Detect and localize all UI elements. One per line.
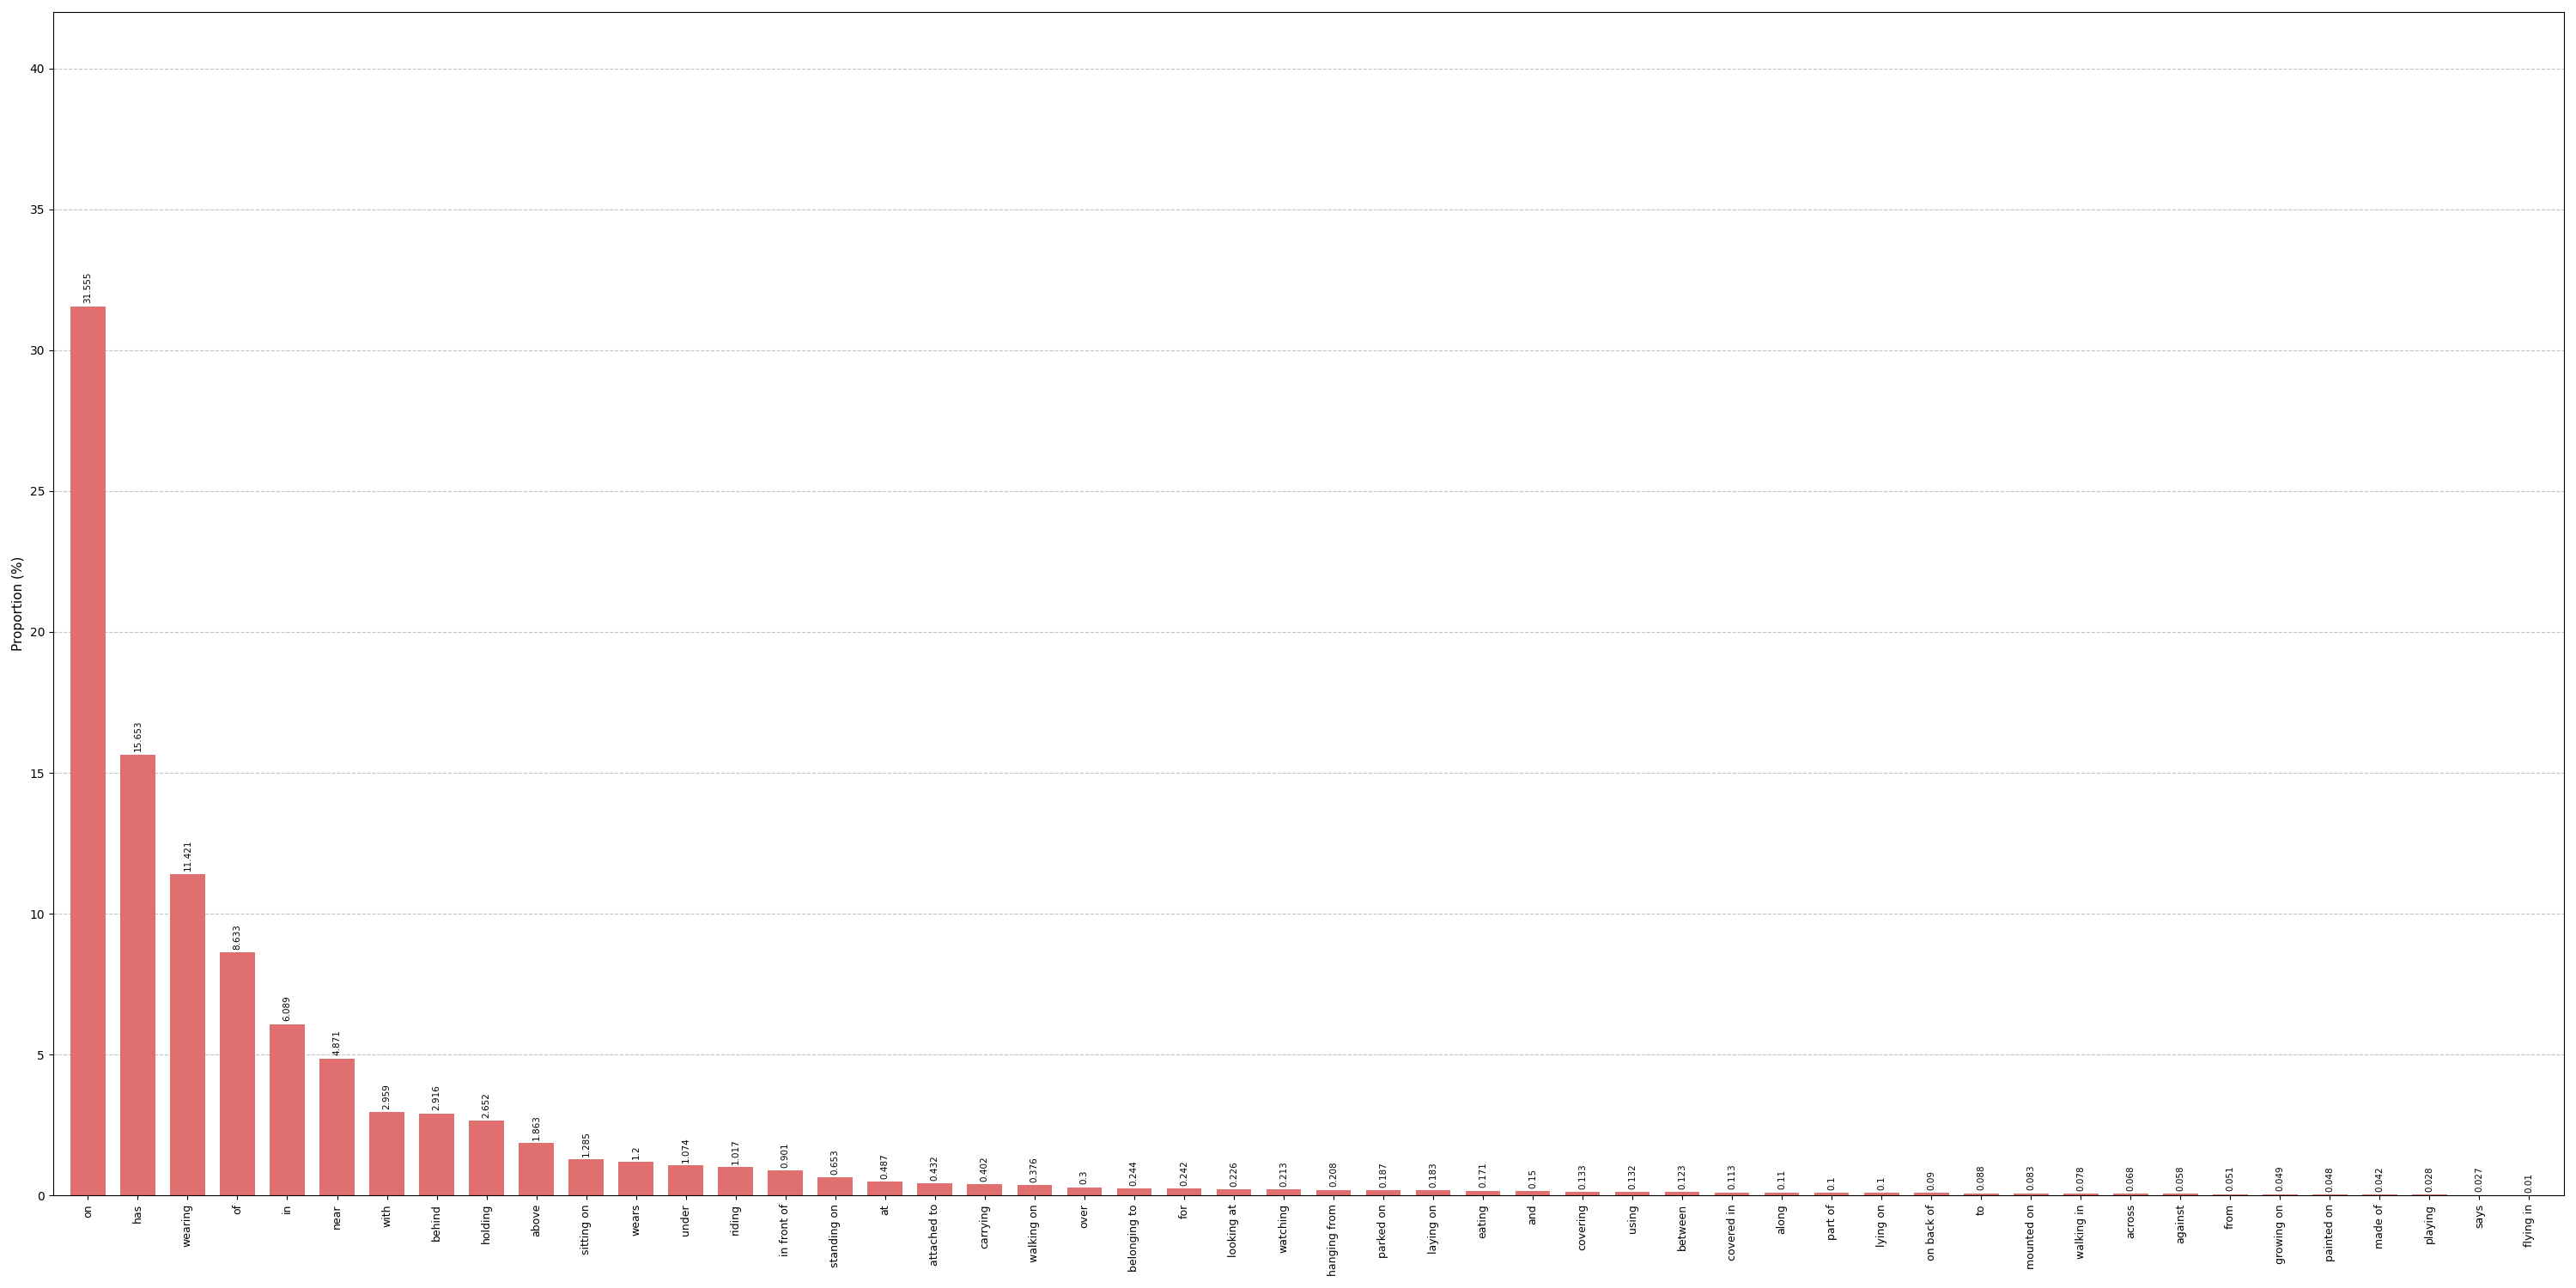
Text: 0.028: 0.028 — [2424, 1167, 2434, 1191]
Bar — [270, 1024, 304, 1195]
Text: 0.653: 0.653 — [832, 1149, 840, 1175]
Bar — [618, 1162, 654, 1195]
Text: 0.432: 0.432 — [930, 1155, 940, 1181]
Text: 2.652: 2.652 — [482, 1092, 492, 1118]
Text: 0.187: 0.187 — [1378, 1162, 1388, 1188]
Text: 11.421: 11.421 — [183, 840, 191, 871]
Bar — [1566, 1191, 1600, 1195]
Text: 0.083: 0.083 — [2027, 1166, 2035, 1190]
Bar — [817, 1177, 853, 1195]
Bar — [121, 755, 155, 1195]
Text: 1.017: 1.017 — [732, 1139, 739, 1164]
Text: 0.048: 0.048 — [2326, 1166, 2334, 1191]
Bar — [420, 1113, 453, 1195]
Bar — [1316, 1190, 1350, 1195]
Bar — [1018, 1185, 1051, 1195]
Bar — [2063, 1194, 2099, 1195]
Text: 1.285: 1.285 — [582, 1131, 590, 1157]
Bar — [1615, 1191, 1649, 1195]
Text: 0.132: 0.132 — [1628, 1163, 1636, 1189]
Bar — [1417, 1190, 1450, 1195]
Text: 0.113: 0.113 — [1728, 1164, 1736, 1190]
Bar — [1267, 1190, 1301, 1195]
Text: 2.916: 2.916 — [433, 1084, 440, 1110]
Text: 0.042: 0.042 — [2375, 1166, 2383, 1191]
Bar — [219, 952, 255, 1195]
Text: 0.1: 0.1 — [1826, 1176, 1837, 1190]
Text: 0.11: 0.11 — [1777, 1170, 1785, 1190]
Text: 0.3: 0.3 — [1079, 1171, 1090, 1185]
Text: 0.09: 0.09 — [1927, 1171, 1935, 1190]
Text: 1.2: 1.2 — [631, 1145, 641, 1159]
Bar — [719, 1167, 752, 1195]
Text: 0.213: 0.213 — [1280, 1162, 1288, 1186]
Bar — [768, 1171, 804, 1195]
Bar — [868, 1182, 902, 1195]
Text: 0.15: 0.15 — [1528, 1168, 1538, 1189]
Text: 4.871: 4.871 — [332, 1030, 343, 1055]
Text: 1.074: 1.074 — [683, 1137, 690, 1163]
Text: 0.244: 0.244 — [1131, 1160, 1139, 1186]
Text: 0.068: 0.068 — [2125, 1166, 2136, 1191]
Text: 0.123: 0.123 — [1677, 1164, 1687, 1189]
Bar — [917, 1184, 953, 1195]
Text: 0.049: 0.049 — [2275, 1166, 2285, 1191]
Text: 0.183: 0.183 — [1430, 1162, 1437, 1188]
Text: 0.133: 0.133 — [1579, 1163, 1587, 1189]
Bar — [2164, 1194, 2197, 1195]
Bar — [1515, 1191, 1551, 1195]
Text: 15.653: 15.653 — [134, 720, 142, 752]
Bar — [1914, 1193, 1950, 1195]
Text: 2.959: 2.959 — [384, 1083, 392, 1109]
Bar — [1814, 1193, 1850, 1195]
Bar — [469, 1121, 505, 1195]
Text: 0.027: 0.027 — [2476, 1167, 2483, 1191]
Bar — [667, 1166, 703, 1195]
Text: 0.01: 0.01 — [2524, 1173, 2532, 1193]
Text: 0.088: 0.088 — [1976, 1164, 1986, 1190]
Bar — [1118, 1189, 1151, 1195]
Bar — [1167, 1189, 1200, 1195]
Bar — [70, 307, 106, 1195]
Bar — [1963, 1193, 1999, 1195]
Bar — [2313, 1194, 2347, 1195]
Bar — [1216, 1189, 1252, 1195]
Text: 8.633: 8.633 — [232, 923, 242, 949]
Text: 0.242: 0.242 — [1180, 1160, 1188, 1186]
Text: 0.901: 0.901 — [781, 1142, 791, 1167]
Text: 0.376: 0.376 — [1030, 1157, 1038, 1182]
Bar — [1365, 1190, 1401, 1195]
Bar — [170, 873, 206, 1195]
Text: 31.555: 31.555 — [82, 272, 93, 304]
Bar — [569, 1159, 603, 1195]
Bar — [2014, 1193, 2048, 1195]
Text: 0.487: 0.487 — [881, 1154, 889, 1179]
Text: 0.1: 0.1 — [1878, 1176, 1886, 1190]
Bar — [1765, 1193, 1798, 1195]
Text: 0.078: 0.078 — [2076, 1166, 2084, 1190]
Text: 0.402: 0.402 — [981, 1157, 989, 1181]
Bar — [1466, 1191, 1499, 1195]
Text: 1.863: 1.863 — [533, 1114, 541, 1140]
Bar — [1716, 1193, 1749, 1195]
Bar — [2112, 1194, 2148, 1195]
Bar — [319, 1059, 355, 1195]
Bar — [1066, 1188, 1103, 1195]
Text: 6.089: 6.089 — [283, 996, 291, 1021]
Y-axis label: Proportion (%): Proportion (%) — [13, 556, 26, 652]
Bar — [368, 1113, 404, 1195]
Text: 0.226: 0.226 — [1229, 1160, 1239, 1186]
Bar — [1664, 1193, 1700, 1195]
Bar — [2262, 1194, 2298, 1195]
Text: 0.051: 0.051 — [2226, 1166, 2233, 1191]
Bar — [966, 1184, 1002, 1195]
Bar — [1865, 1193, 1899, 1195]
Bar — [518, 1142, 554, 1195]
Text: 0.171: 0.171 — [1479, 1162, 1486, 1188]
Text: 0.208: 0.208 — [1329, 1162, 1337, 1188]
Bar — [2213, 1194, 2249, 1195]
Text: 0.058: 0.058 — [2177, 1166, 2184, 1191]
